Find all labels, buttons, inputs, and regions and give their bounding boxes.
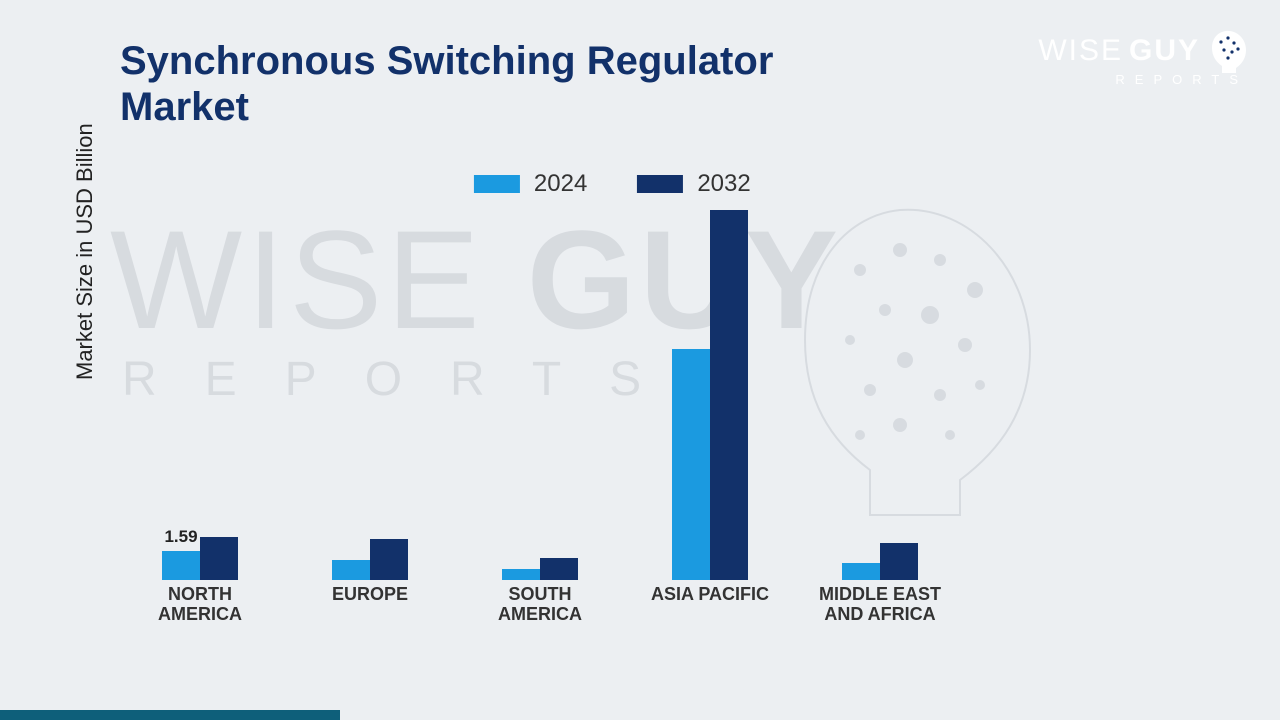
brand-head-icon	[1206, 28, 1252, 74]
legend-swatch	[637, 175, 683, 193]
footer-accent-bar	[0, 710, 340, 720]
bar-group-eu	[310, 539, 430, 580]
bar-na-s2032	[200, 537, 238, 580]
bar-sa-s2032	[540, 558, 578, 580]
bar-mea-s2024	[842, 563, 880, 580]
legend: 2024 2032	[474, 170, 751, 198]
bar-group-ap	[650, 210, 770, 580]
x-label-ap: ASIA PACIFIC	[645, 585, 775, 605]
bar-chart: 1.59	[110, 210, 980, 580]
bar-group-na	[140, 537, 260, 580]
brand-word-2: GUY	[1129, 34, 1200, 68]
legend-item-s2024: 2024	[474, 170, 587, 198]
bar-ap-s2032	[710, 210, 748, 580]
x-label-eu: EUROPE	[305, 585, 435, 605]
bar-mea-s2032	[880, 543, 918, 580]
bar-group-mea	[820, 543, 940, 580]
bar-group-sa	[480, 558, 600, 580]
legend-label: 2024	[534, 170, 587, 198]
bar-na-s2024	[162, 551, 200, 580]
plot-area: 1.59	[110, 210, 980, 580]
bar-eu-s2032	[370, 539, 408, 580]
bar-eu-s2024	[332, 560, 370, 580]
x-label-sa: SOUTH AMERICA	[475, 585, 605, 625]
bar-sa-s2024	[502, 569, 540, 580]
brand-logo: WISE GUY REPORTS	[1038, 28, 1252, 87]
chart-canvas: WISE GUY REPORTS WISE GUY REPORT	[0, 0, 1280, 720]
x-label-na: NORTH AMERICA	[135, 585, 265, 625]
data-label-na: 1.59	[164, 527, 197, 547]
x-label-mea: MIDDLE EAST AND AFRICA	[815, 585, 945, 625]
brand-word-1: WISE	[1038, 34, 1123, 68]
legend-item-s2032: 2032	[637, 170, 750, 198]
legend-label: 2032	[697, 170, 750, 198]
brand-sub: REPORTS	[1038, 72, 1252, 87]
y-axis-label: Market Size in USD Billion	[72, 123, 98, 380]
bar-ap-s2024	[672, 349, 710, 580]
chart-title: Synchronous Switching Regulator Market	[120, 38, 840, 130]
legend-swatch	[474, 175, 520, 193]
